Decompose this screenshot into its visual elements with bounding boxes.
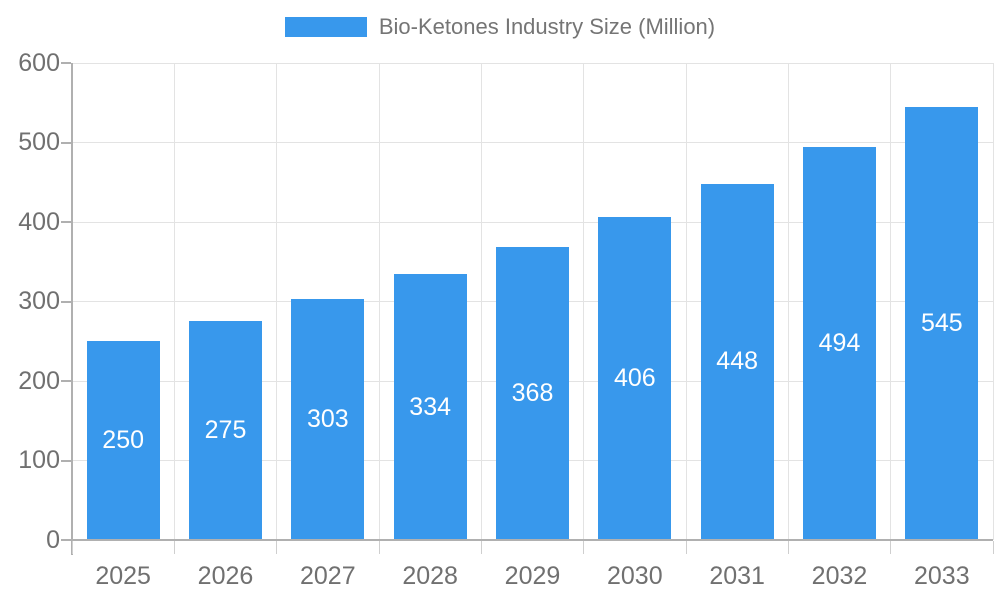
bar-2033[interactable] — [905, 106, 979, 540]
y-axis-line — [71, 63, 73, 555]
y-tick-label: 500 — [18, 128, 60, 156]
y-tick-label: 400 — [18, 207, 60, 236]
x-tick-label: 2033 — [914, 562, 970, 590]
v-gridline — [583, 63, 585, 540]
bar-2028[interactable] — [393, 274, 467, 540]
v-gridline — [890, 63, 892, 540]
y-tick — [61, 539, 71, 541]
bar-value-label: 545 — [920, 308, 963, 337]
bar-value-label: 275 — [204, 416, 247, 445]
bar-2032[interactable] — [803, 147, 876, 540]
bar-2030[interactable] — [598, 217, 672, 540]
bar-2031[interactable] — [700, 183, 774, 540]
y-tick-label: 0 — [46, 525, 60, 554]
y-tick-label: 300 — [18, 287, 60, 315]
x-tick-label: 2025 — [95, 562, 151, 590]
bar-value-label: 494 — [818, 329, 861, 358]
bar-value-label: 303 — [306, 405, 349, 434]
y-tick-label: 600 — [18, 48, 60, 77]
bar-2025[interactable] — [86, 341, 160, 540]
v-gridline — [173, 63, 175, 540]
x-boundary-tick — [992, 541, 994, 554]
legend-swatch — [284, 17, 367, 37]
x-boundary-tick — [276, 541, 278, 554]
bar-value-label: 406 — [613, 364, 656, 393]
x-tick-label: 2028 — [402, 562, 458, 590]
x-boundary-tick — [378, 541, 380, 554]
y-tick — [61, 300, 71, 303]
legend: Bio-Ketones Industry Size (Million) — [0, 14, 1000, 40]
x-tick-label: 2031 — [709, 562, 765, 590]
v-gridline — [787, 63, 789, 540]
y-tick — [61, 62, 71, 64]
v-gridline — [378, 63, 380, 540]
h-gridline — [72, 221, 993, 223]
x-boundary-tick — [583, 541, 585, 554]
v-gridline — [276, 63, 278, 540]
x-axis-line — [62, 539, 993, 541]
y-tick — [61, 141, 71, 144]
x-boundary-tick — [685, 541, 687, 554]
x-boundary-tick — [173, 541, 175, 554]
x-boundary-tick — [480, 541, 482, 554]
bar-value-label: 250 — [102, 426, 145, 455]
bar-2027[interactable] — [291, 299, 365, 540]
legend-item[interactable]: Bio-Ketones Industry Size (Million) — [284, 14, 716, 40]
y-tick-label: 200 — [18, 366, 60, 395]
bar-value-label: 448 — [716, 347, 759, 376]
x-boundary-tick — [890, 541, 892, 554]
bar-value-label: 368 — [511, 379, 554, 408]
x-tick-label: 2030 — [607, 562, 663, 590]
x-tick-label: 2029 — [504, 562, 561, 590]
bar-value-label: 334 — [409, 392, 452, 421]
y-tick — [61, 221, 71, 223]
x-tick-label: 2026 — [197, 562, 254, 590]
x-boundary-tick — [71, 541, 73, 554]
bar-2029[interactable] — [496, 247, 569, 540]
x-tick-label: 2032 — [811, 562, 868, 590]
legend-label: Bio-Ketones Industry Size (Million) — [378, 14, 716, 39]
v-gridline — [480, 63, 482, 540]
y-tick — [61, 459, 71, 462]
x-boundary-tick — [787, 541, 789, 554]
h-gridline — [72, 62, 993, 64]
y-tick-label: 100 — [18, 446, 60, 474]
v-gridline — [685, 63, 687, 540]
y-tick — [61, 380, 71, 382]
bar-2026[interactable] — [189, 321, 262, 540]
x-tick-label: 2027 — [300, 562, 356, 590]
h-gridline — [72, 142, 993, 143]
v-gridline — [992, 63, 994, 540]
